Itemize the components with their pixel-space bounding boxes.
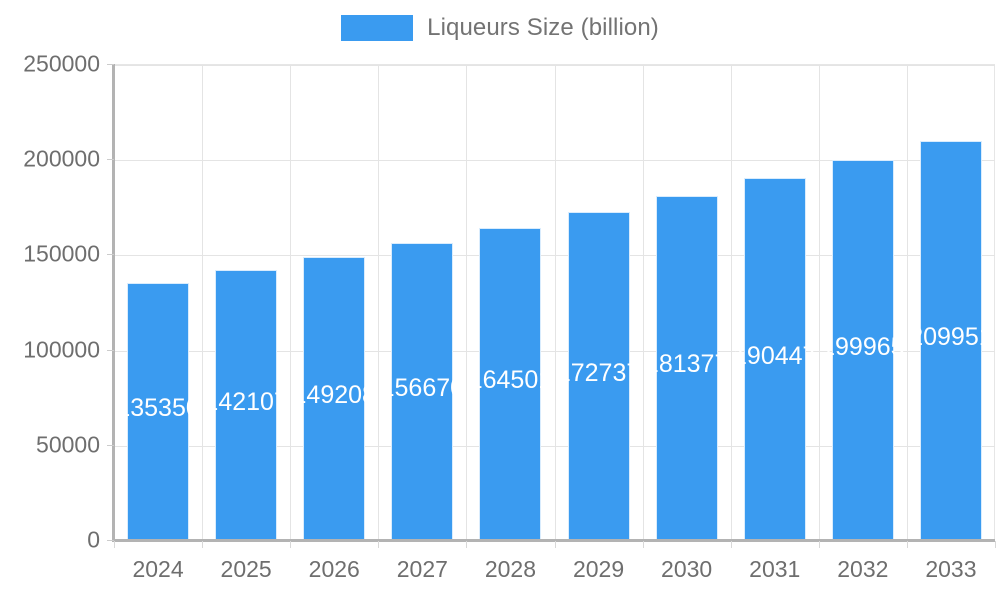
x-axis-line <box>112 539 995 542</box>
x-tick-label: 2025 <box>220 556 272 582</box>
y-axis-line <box>112 64 115 541</box>
gridline-horizontal <box>114 160 995 162</box>
y-tick-label: 0 <box>87 526 100 553</box>
gridline-horizontal <box>114 350 995 352</box>
x-tick-mark <box>378 541 379 548</box>
gridline-vertical <box>555 65 556 541</box>
x-tick-label: 2031 <box>749 556 801 582</box>
bar[interactable] <box>831 160 894 541</box>
x-tick-mark <box>466 541 467 548</box>
legend-item-liqueurs-size[interactable]: Liqueurs Size (billion) <box>341 14 659 42</box>
x-tick-mark <box>555 541 556 548</box>
gridline-vertical <box>378 65 379 541</box>
bar[interactable] <box>479 227 542 541</box>
x-tick-label: 2028 <box>484 556 537 582</box>
x-tick-label: 2030 <box>661 556 713 582</box>
gridline-vertical <box>907 65 908 541</box>
bar[interactable] <box>919 141 982 541</box>
gridline-horizontal <box>114 255 995 257</box>
y-tick-mark <box>107 254 114 256</box>
bar[interactable] <box>215 270 278 541</box>
gridline-horizontal <box>114 65 995 66</box>
x-tick-label: 2026 <box>308 556 360 582</box>
y-tick-label: 150000 <box>23 240 100 267</box>
gridline-vertical <box>202 65 203 541</box>
gridline-vertical <box>466 65 467 541</box>
gridline-horizontal <box>114 445 995 447</box>
y-tick-label: 100000 <box>23 336 100 363</box>
y-tick-mark <box>107 444 114 446</box>
x-tick-label: 2032 <box>837 556 889 582</box>
y-tick-label: 50000 <box>36 431 100 458</box>
y-tick-label: 200000 <box>23 145 100 172</box>
x-tick-mark <box>995 541 996 548</box>
y-tick-label: 250000 <box>23 50 100 77</box>
chart-legend: Liqueurs Size (billion) <box>0 8 1000 48</box>
bar[interactable] <box>127 283 190 541</box>
x-tick-mark <box>907 541 908 548</box>
gridline-vertical <box>731 65 732 541</box>
y-tick-mark <box>107 349 114 351</box>
x-tick-label: 2033 <box>925 556 977 582</box>
x-tick-mark <box>114 541 115 548</box>
x-tick-mark <box>643 541 644 548</box>
x-tick-mark <box>819 541 820 548</box>
x-tick-label: 2029 <box>572 556 625 582</box>
gridline-vertical <box>819 65 820 541</box>
bar[interactable] <box>567 212 630 541</box>
gridline-vertical <box>290 65 291 541</box>
bar[interactable] <box>303 256 366 541</box>
bar[interactable] <box>743 178 806 541</box>
x-tick-mark <box>202 541 203 548</box>
y-tick-mark <box>107 540 114 541</box>
y-tick-mark <box>107 159 114 161</box>
bar[interactable] <box>655 195 718 541</box>
x-tick-mark <box>290 541 291 548</box>
y-tick-mark <box>107 64 114 65</box>
x-tick-mark <box>731 541 732 548</box>
x-tick-label: 2024 <box>132 556 184 582</box>
plot-area <box>114 64 995 541</box>
legend-label: Liqueurs Size (billion) <box>427 14 659 41</box>
gridline-vertical <box>643 65 644 541</box>
x-tick-label: 2027 <box>396 556 448 582</box>
bar[interactable] <box>391 242 454 541</box>
legend-color-swatch-icon <box>341 15 414 41</box>
